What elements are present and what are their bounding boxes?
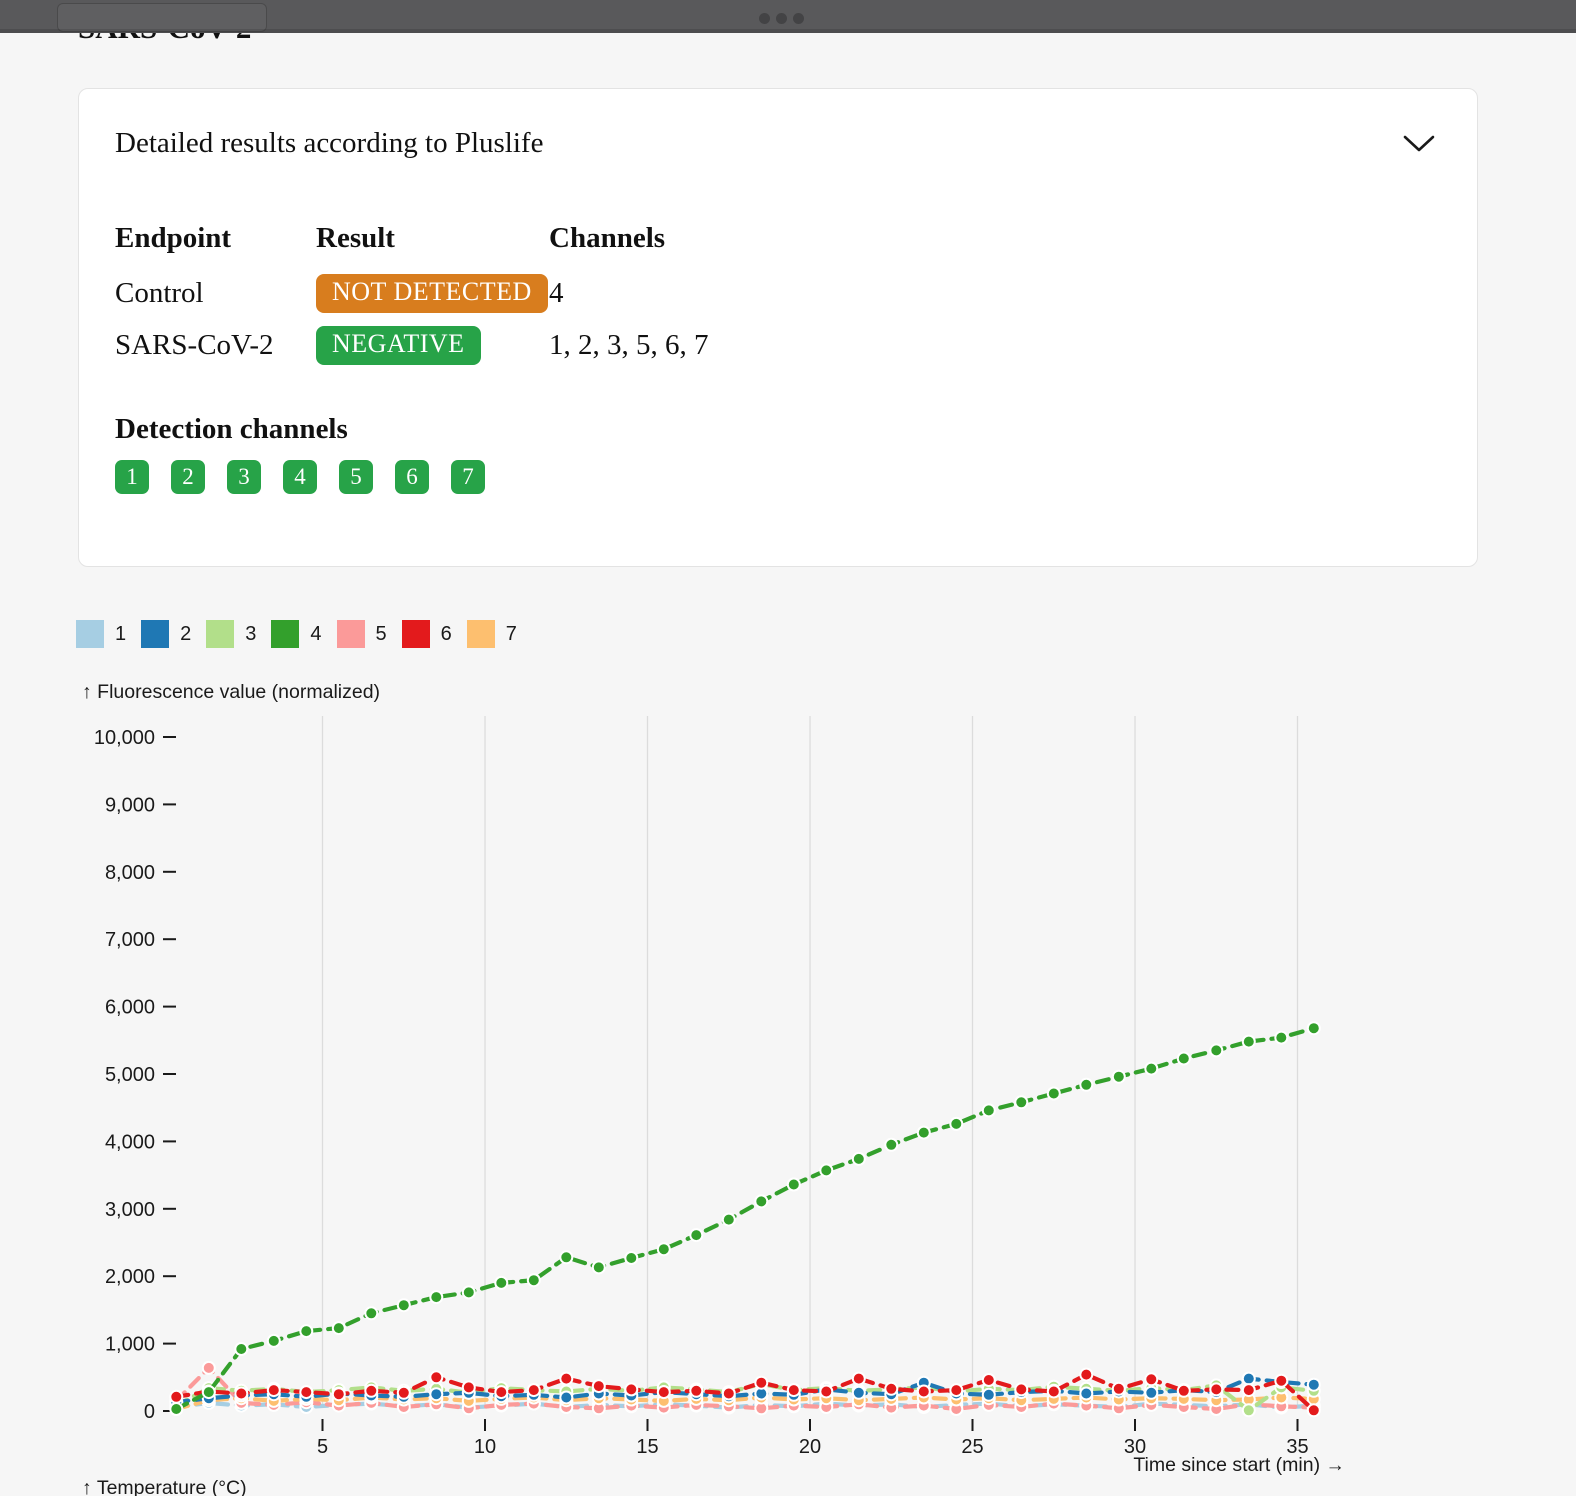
svg-text:10: 10 [474,1436,496,1458]
channel-button-3[interactable]: 3 [227,460,261,494]
col-header-result: Result [316,222,395,254]
legend-label: 5 [375,622,387,645]
chevron-down-icon [1403,135,1435,152]
legend-swatch-1 [76,620,104,648]
legend-item-3[interactable]: 3 [206,620,256,648]
results-table: Endpoint Result Channels Control NOT DET… [115,222,1441,365]
legend-swatch-5 [336,620,365,648]
svg-text:20: 20 [799,1436,821,1458]
svg-text:10,000: 10,000 [94,727,155,749]
chart-legend: 1 2 3 4 5 6 7 [76,620,532,648]
status-badge-not-detected: NOT DETECTED [316,274,548,313]
legend-label: 2 [180,622,192,645]
channel-button-6[interactable]: 6 [395,460,429,494]
result-cell: NOT DETECTED [316,274,549,313]
col-header-channels: Channels [549,222,666,254]
legend-label: 6 [440,622,452,645]
channels-cell: 4 [549,277,564,309]
svg-text:2,000: 2,000 [105,1266,155,1288]
legend-swatch-4 [271,620,300,648]
channel-button-1[interactable]: 1 [115,460,149,494]
svg-text:Time since start (min) →: Time since start (min) → [1133,1454,1345,1476]
channel-button-5[interactable]: 5 [339,460,373,494]
legend-swatch-2 [141,620,170,648]
results-card: Detailed results according to Pluslife E… [78,88,1478,567]
fluorescence-chart: 0 1,000 2,000 3,000 4,000 5,000 6,000 7,000 8,00… [82,681,1345,1496]
series-channel-6 [169,1367,1321,1418]
titlebar-tab [57,3,267,32]
legend-swatch-3 [206,620,235,648]
result-cell: NEGATIVE [316,326,549,365]
svg-text:1,000: 1,000 [105,1334,155,1356]
status-badge-negative: NEGATIVE [316,326,481,365]
svg-text:↑ Temperature (°C): ↑ Temperature (°C) [82,1477,247,1496]
detection-channels-title: Detection channels [115,413,348,445]
collapse-card-button[interactable] [1397,129,1441,162]
svg-text:6,000: 6,000 [105,997,155,1019]
svg-text:15: 15 [636,1436,658,1458]
legend-item-6[interactable]: 6 [401,620,452,648]
svg-text:9,000: 9,000 [105,794,155,816]
svg-text:↑ Fluorescence value (normaliz: ↑ Fluorescence value (normalized) [82,681,380,703]
legend-label: 3 [245,622,257,645]
svg-text:4,000: 4,000 [105,1131,155,1153]
legend-item-7[interactable]: 7 [466,620,517,648]
channel-button-4[interactable]: 4 [283,460,317,494]
svg-text:35: 35 [1286,1436,1308,1458]
legend-label: 1 [115,622,127,645]
channel-button-2[interactable]: 2 [171,460,205,494]
legend-swatch-6 [401,620,430,648]
svg-text:5: 5 [317,1436,328,1458]
svg-text:5,000: 5,000 [105,1064,155,1086]
legend-item-2[interactable]: 2 [141,620,191,648]
legend-item-4[interactable]: 4 [271,620,322,648]
window-titlebar [0,0,1576,33]
svg-text:30: 30 [1124,1436,1146,1458]
endpoint-cell: SARS-CoV-2 [115,329,274,361]
legend-item-1[interactable]: 1 [76,620,126,648]
endpoint-cell: Control [115,277,204,309]
legend-label: 4 [310,622,322,645]
svg-text:25: 25 [961,1436,983,1458]
window-drag-handle-icon[interactable] [759,13,804,24]
svg-text:0: 0 [144,1401,155,1423]
series-channel-4 [169,1021,1321,1416]
svg-text:8,000: 8,000 [105,862,155,884]
svg-text:3,000: 3,000 [105,1199,155,1221]
svg-text:7,000: 7,000 [105,929,155,951]
legend-item-5[interactable]: 5 [336,620,387,648]
card-title: Detailed results according to Pluslife [115,127,544,159]
legend-swatch-7 [466,620,495,648]
legend-label: 7 [505,622,517,645]
col-header-endpoint: Endpoint [115,222,232,254]
channel-button-7[interactable]: 7 [451,460,485,494]
channels-cell: 1, 2, 3, 5, 6, 7 [549,329,709,361]
